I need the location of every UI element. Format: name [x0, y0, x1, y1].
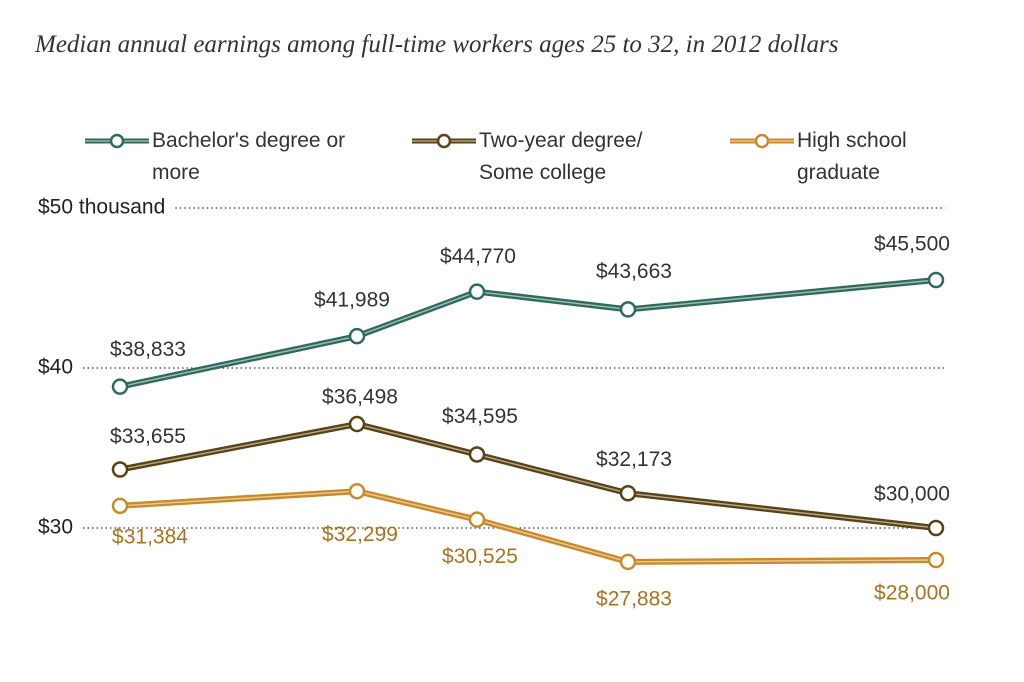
data-label: $44,770 — [440, 245, 516, 268]
legend-marker — [754, 133, 770, 149]
point — [348, 327, 366, 345]
point — [468, 511, 486, 528]
legend-marker — [436, 133, 452, 149]
data-label: $32,299 — [322, 523, 398, 546]
data-label: $34,595 — [442, 405, 518, 428]
point — [619, 553, 637, 571]
data-label: $38,833 — [110, 338, 186, 361]
data-label: $36,498 — [322, 386, 398, 409]
data-label: $27,883 — [596, 587, 672, 610]
data-label: $41,989 — [314, 289, 390, 312]
y-tick-label: $50 thousand — [38, 196, 165, 219]
y-tick-label: $30 — [38, 516, 73, 539]
point — [619, 484, 637, 502]
series-line-inner — [119, 490, 937, 563]
legend-entry: Two-year degree/ Some college — [479, 129, 643, 184]
data-label: $30,000 — [874, 483, 950, 506]
data-label: $31,384 — [112, 525, 188, 548]
chart-subtitle: Median annual earnings among full-time w… — [35, 31, 839, 58]
point — [619, 301, 637, 318]
legend-entry: High school graduate — [797, 129, 907, 184]
data-label: $30,525 — [442, 545, 518, 568]
point — [111, 497, 129, 515]
point — [468, 283, 486, 300]
data-label: $45,500 — [874, 233, 950, 256]
point — [927, 519, 945, 537]
series-line — [119, 421, 937, 531]
point — [111, 378, 129, 395]
data-label: $33,655 — [110, 425, 186, 448]
series-line — [119, 277, 937, 390]
point — [111, 461, 129, 478]
data-label: $28,000 — [874, 582, 950, 605]
point — [348, 482, 366, 500]
point — [468, 446, 486, 463]
y-tick-label: $40 — [38, 356, 73, 379]
data-label: $32,173 — [596, 448, 672, 471]
point — [348, 415, 366, 433]
legend-marker — [109, 133, 125, 149]
data-label: $43,663 — [596, 260, 672, 283]
series-line — [119, 488, 937, 565]
legend-entry: Bachelor's degree or more — [152, 129, 346, 184]
point — [927, 551, 945, 569]
point — [927, 271, 945, 289]
